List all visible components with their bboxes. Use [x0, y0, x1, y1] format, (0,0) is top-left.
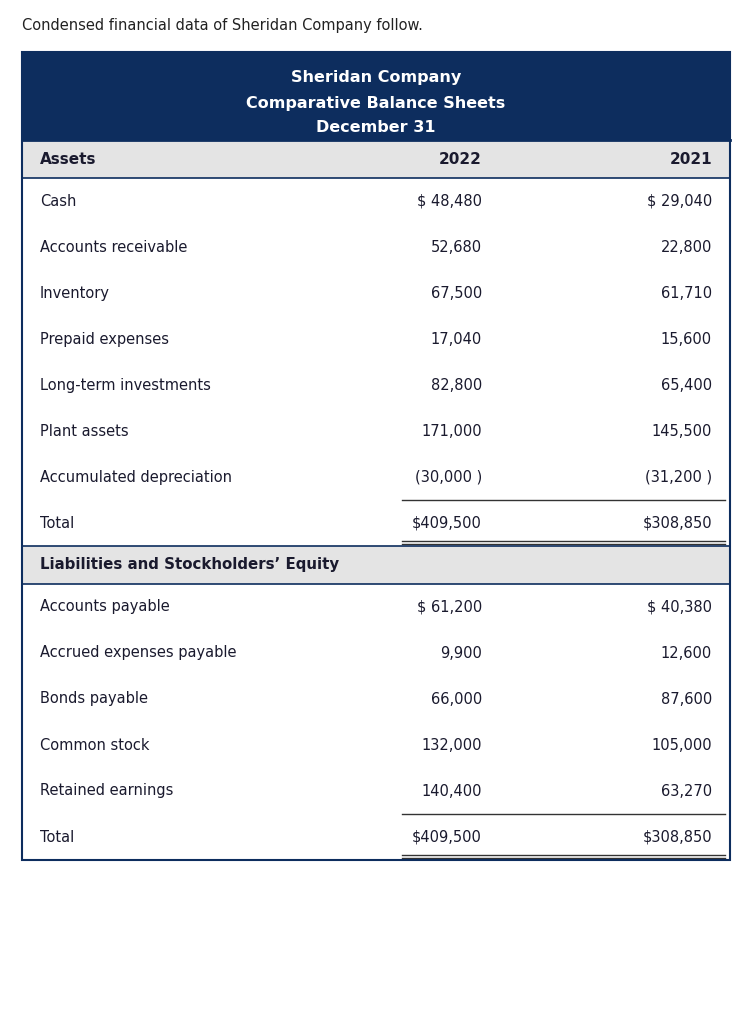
Text: (31,200 ): (31,200 )	[645, 470, 712, 485]
Text: $ 48,480: $ 48,480	[417, 194, 482, 208]
Text: 63,270: 63,270	[661, 783, 712, 798]
Text: 17,040: 17,040	[431, 332, 482, 346]
Text: 2021: 2021	[669, 151, 712, 166]
Text: 65,400: 65,400	[661, 378, 712, 392]
Text: $409,500: $409,500	[412, 829, 482, 844]
Text: Total: Total	[40, 516, 74, 531]
Text: Liabilities and Stockholders’ Equity: Liabilities and Stockholders’ Equity	[40, 557, 339, 573]
Text: $308,850: $308,850	[642, 829, 712, 844]
Text: 171,000: 171,000	[421, 424, 482, 438]
Text: 2022: 2022	[439, 151, 482, 166]
Text: Total: Total	[40, 829, 74, 844]
Text: 67,500: 67,500	[431, 286, 482, 300]
Text: Accounts receivable: Accounts receivable	[40, 240, 187, 254]
Text: Condensed financial data of Sheridan Company follow.: Condensed financial data of Sheridan Com…	[22, 18, 423, 33]
Text: 15,600: 15,600	[661, 332, 712, 346]
Text: December 31: December 31	[317, 120, 435, 135]
Text: 140,400: 140,400	[422, 783, 482, 798]
Text: Sheridan Company: Sheridan Company	[291, 70, 461, 85]
Text: Accounts payable: Accounts payable	[40, 599, 170, 615]
Bar	[22, 140, 730, 178]
Text: Prepaid expenses: Prepaid expenses	[40, 332, 169, 346]
Text: Accrued expenses payable: Accrued expenses payable	[40, 645, 236, 661]
Text: $ 29,040: $ 29,040	[647, 194, 712, 208]
Text: 87,600: 87,600	[661, 691, 712, 707]
Text: Comparative Balance Sheets: Comparative Balance Sheets	[247, 96, 505, 111]
Text: (30,000 ): (30,000 )	[415, 470, 482, 485]
Text: Bonds payable: Bonds payable	[40, 691, 148, 707]
Text: 66,000: 66,000	[431, 691, 482, 707]
Text: 145,500: 145,500	[652, 424, 712, 438]
Text: Accumulated depreciation: Accumulated depreciation	[40, 470, 232, 485]
Text: Assets: Assets	[40, 151, 96, 166]
Text: Retained earnings: Retained earnings	[40, 783, 174, 798]
Bar	[22, 52, 730, 140]
Text: 22,800: 22,800	[660, 240, 712, 254]
Bar	[22, 52, 730, 860]
Text: $308,850: $308,850	[642, 516, 712, 531]
Text: 9,900: 9,900	[440, 645, 482, 661]
Text: 61,710: 61,710	[661, 286, 712, 300]
Bar	[22, 546, 730, 584]
Text: 52,680: 52,680	[431, 240, 482, 254]
Text: $409,500: $409,500	[412, 516, 482, 531]
Text: 82,800: 82,800	[431, 378, 482, 392]
Text: 12,600: 12,600	[661, 645, 712, 661]
Text: Long-term investments: Long-term investments	[40, 378, 211, 392]
Text: $ 40,380: $ 40,380	[647, 599, 712, 615]
Text: 105,000: 105,000	[651, 737, 712, 752]
Text: Inventory: Inventory	[40, 286, 110, 300]
Text: $ 61,200: $ 61,200	[417, 599, 482, 615]
Text: Common stock: Common stock	[40, 737, 150, 752]
Text: 132,000: 132,000	[422, 737, 482, 752]
Text: Plant assets: Plant assets	[40, 424, 129, 438]
Text: Cash: Cash	[40, 194, 77, 208]
